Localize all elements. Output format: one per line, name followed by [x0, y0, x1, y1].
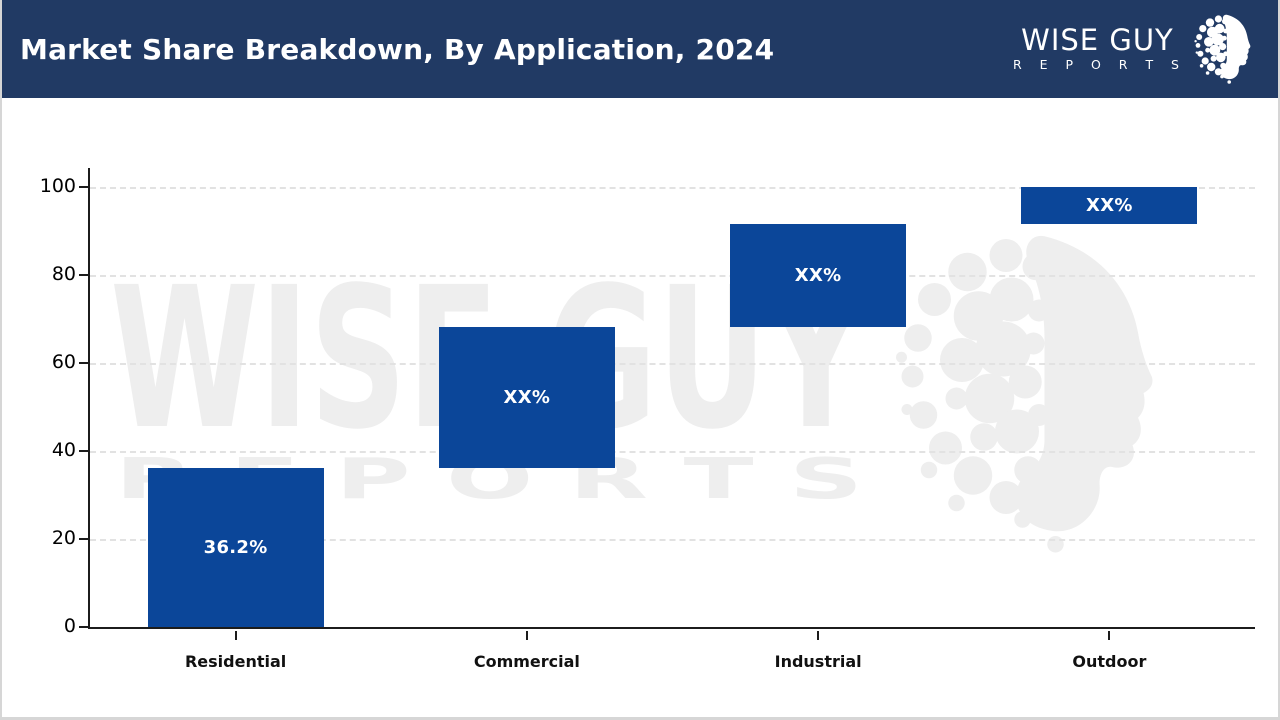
- gridline-y-100: [90, 187, 1255, 189]
- y-axis-tick: [79, 362, 88, 364]
- x-category-label: Residential: [184, 652, 287, 671]
- logo-wordmark: WISE GUY: [1021, 23, 1174, 58]
- page-title: Market Share Breakdown, By Application, …: [20, 32, 775, 66]
- y-axis-tick-label: 60: [51, 351, 76, 373]
- gridline-y-80: [90, 275, 1255, 277]
- y-axis-tick-label: 100: [39, 175, 76, 197]
- gridline-y-20: [90, 539, 1255, 541]
- bar-residential: 36.2%: [147, 467, 324, 627]
- y-axis-tick-label: 0: [63, 615, 76, 637]
- bar-outdoor: XX%: [1021, 187, 1198, 224]
- gridline-y-60: [90, 363, 1255, 365]
- x-axis-tick: [1108, 631, 1111, 640]
- y-axis-tick-label: 80: [51, 263, 76, 285]
- logo-subtext: R E P O R T S: [1012, 57, 1186, 73]
- bar-industrial: XX%: [730, 223, 907, 327]
- x-axis-tick: [525, 631, 528, 640]
- y-axis-tick-label: 20: [51, 527, 76, 549]
- x-category-label: Outdoor: [1072, 652, 1147, 671]
- brand-logo: WISE GUY R E P O R T S: [1009, 12, 1252, 86]
- bar-value-label: 36.2%: [203, 536, 268, 558]
- bar-value-label: XX%: [503, 386, 551, 408]
- logo-head-icon: [1194, 14, 1251, 84]
- x-axis-tick: [817, 631, 820, 640]
- x-category-label: Industrial: [774, 652, 862, 671]
- y-axis-tick: [79, 186, 88, 188]
- x-category-label: Commercial: [473, 652, 580, 671]
- y-axis-tick: [79, 274, 88, 276]
- x-axis-tick: [234, 631, 237, 640]
- bar-value-label: XX%: [794, 264, 842, 286]
- header-bar: Market Share Breakdown, By Application, …: [0, 0, 1280, 98]
- y-axis-tick: [79, 450, 88, 452]
- chart-plot-area: 0 20 40 60 80 100 36.2% Residential XX% Commercia…: [40, 168, 1255, 671]
- y-axis-tick: [79, 538, 88, 540]
- gridline-y-40: [90, 451, 1255, 453]
- y-axis-tick-label: 40: [51, 439, 76, 461]
- bar-commercial: XX%: [438, 326, 615, 468]
- logo-text: WISE GUY R E P O R T S: [1009, 26, 1186, 72]
- bar-value-label: XX%: [1086, 194, 1133, 216]
- y-axis-tick: [79, 626, 88, 628]
